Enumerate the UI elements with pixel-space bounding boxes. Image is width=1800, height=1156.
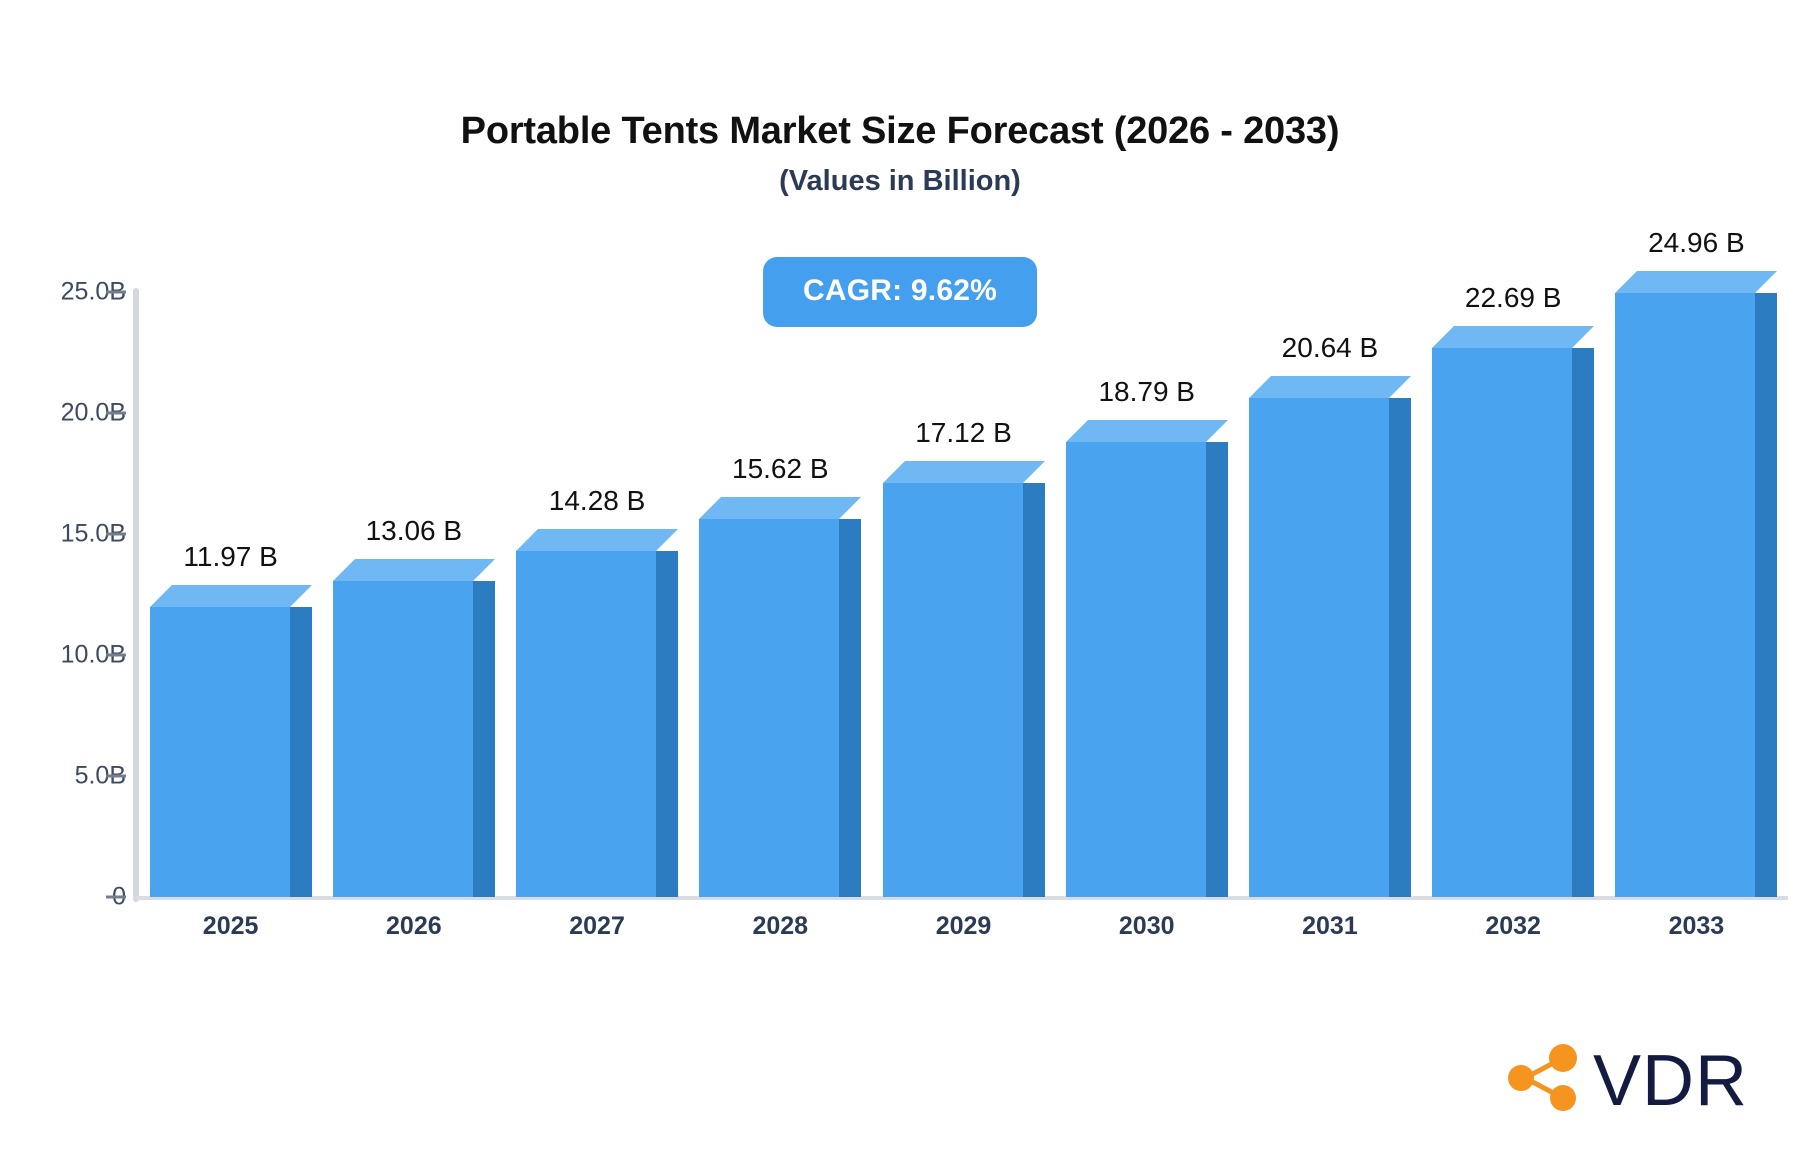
x-tick-label: 2027 xyxy=(569,912,625,940)
bar[interactable] xyxy=(882,460,1045,897)
bar-front-face xyxy=(882,482,1023,897)
chart-subtitle: (Values in Billion) xyxy=(779,165,1021,197)
bar-value-label: 20.64 B xyxy=(1281,331,1379,363)
y-tick-mark xyxy=(106,653,126,657)
bar-side-face xyxy=(839,518,862,897)
bar-value-label: 17.12 B xyxy=(915,416,1012,448)
logo-text: VDR xyxy=(1592,1040,1748,1121)
bar-value-label: 11.97 B xyxy=(183,541,278,573)
bar-top-face xyxy=(1065,420,1228,443)
bar-top-face xyxy=(882,460,1045,483)
bar[interactable] xyxy=(1248,375,1411,897)
cagr-badge: CAGR: 9.62% xyxy=(763,257,1037,327)
vdr-logo: VDR xyxy=(1505,1043,1748,1118)
bar-top-face xyxy=(699,496,862,519)
bar-value-label: 15.62 B xyxy=(732,452,829,484)
bar-value-label: 13.06 B xyxy=(365,514,463,546)
y-axis-line xyxy=(133,288,139,902)
y-tick-mark xyxy=(106,895,126,899)
bar-side-face xyxy=(1572,347,1595,897)
y-tick-mark xyxy=(106,532,126,536)
bar-top-face xyxy=(1248,375,1411,398)
bar-value-label: 22.69 B xyxy=(1464,281,1562,313)
bar-top-face xyxy=(332,558,495,581)
share-nodes-icon xyxy=(1505,1043,1583,1118)
chart-title: Portable Tents Market Size Forecast (202… xyxy=(460,110,1340,152)
bar-top-face xyxy=(516,529,679,552)
bar-side-face xyxy=(1022,482,1045,897)
bar-value-label: 24.96 B xyxy=(1648,226,1745,258)
x-tick-label: 2026 xyxy=(386,912,442,940)
y-tick-mark xyxy=(106,774,126,778)
bar-value-label: 14.28 B xyxy=(548,485,646,517)
bar[interactable] xyxy=(1432,325,1595,897)
bar-front-face xyxy=(516,551,657,897)
bar-side-face xyxy=(656,551,679,897)
bar-front-face xyxy=(1065,442,1206,897)
bar-value-label: 18.79 B xyxy=(1098,376,1195,408)
bar-front-face xyxy=(1248,397,1389,897)
x-tick-label: 2029 xyxy=(935,912,992,940)
y-tick-mark xyxy=(106,411,126,415)
x-tick-label: 2025 xyxy=(202,912,259,940)
x-tick-label: 2028 xyxy=(752,912,809,940)
bar[interactable] xyxy=(1615,270,1778,897)
bar-front-face xyxy=(1615,292,1756,897)
bar[interactable] xyxy=(149,585,312,897)
bar-top-face xyxy=(1615,270,1778,293)
x-tick-label: 2030 xyxy=(1118,912,1175,940)
bar[interactable] xyxy=(332,558,495,897)
bar-front-face xyxy=(699,518,840,897)
bar-top-face xyxy=(149,585,312,608)
bar[interactable] xyxy=(699,496,862,897)
bar[interactable] xyxy=(1065,420,1228,897)
bar-top-face xyxy=(1432,325,1595,348)
bar[interactable] xyxy=(516,529,679,897)
x-axis-line xyxy=(133,896,1788,900)
bar-side-face xyxy=(472,580,495,897)
bar-side-face xyxy=(1205,442,1228,897)
x-tick-label: 2033 xyxy=(1668,912,1725,940)
bar-side-face xyxy=(289,607,312,897)
x-tick-label: 2031 xyxy=(1302,912,1358,940)
bar-front-face xyxy=(1432,347,1573,897)
bar-side-face xyxy=(1388,397,1411,897)
bar-front-face xyxy=(149,607,290,897)
x-tick-label: 2032 xyxy=(1485,912,1541,940)
bar-front-face xyxy=(332,580,473,897)
y-tick-mark xyxy=(106,290,126,294)
bar-side-face xyxy=(1755,292,1778,897)
